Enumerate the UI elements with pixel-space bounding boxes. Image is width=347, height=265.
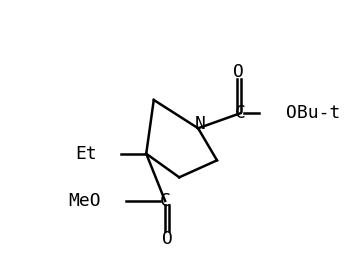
Text: OBu-t: OBu-t [286, 104, 340, 122]
Text: O: O [233, 63, 244, 81]
Text: N: N [195, 114, 205, 132]
Text: C: C [235, 104, 246, 122]
Text: MeO: MeO [68, 192, 101, 210]
Text: O: O [162, 230, 172, 248]
Text: Et: Et [75, 145, 97, 163]
Text: C: C [160, 192, 170, 210]
